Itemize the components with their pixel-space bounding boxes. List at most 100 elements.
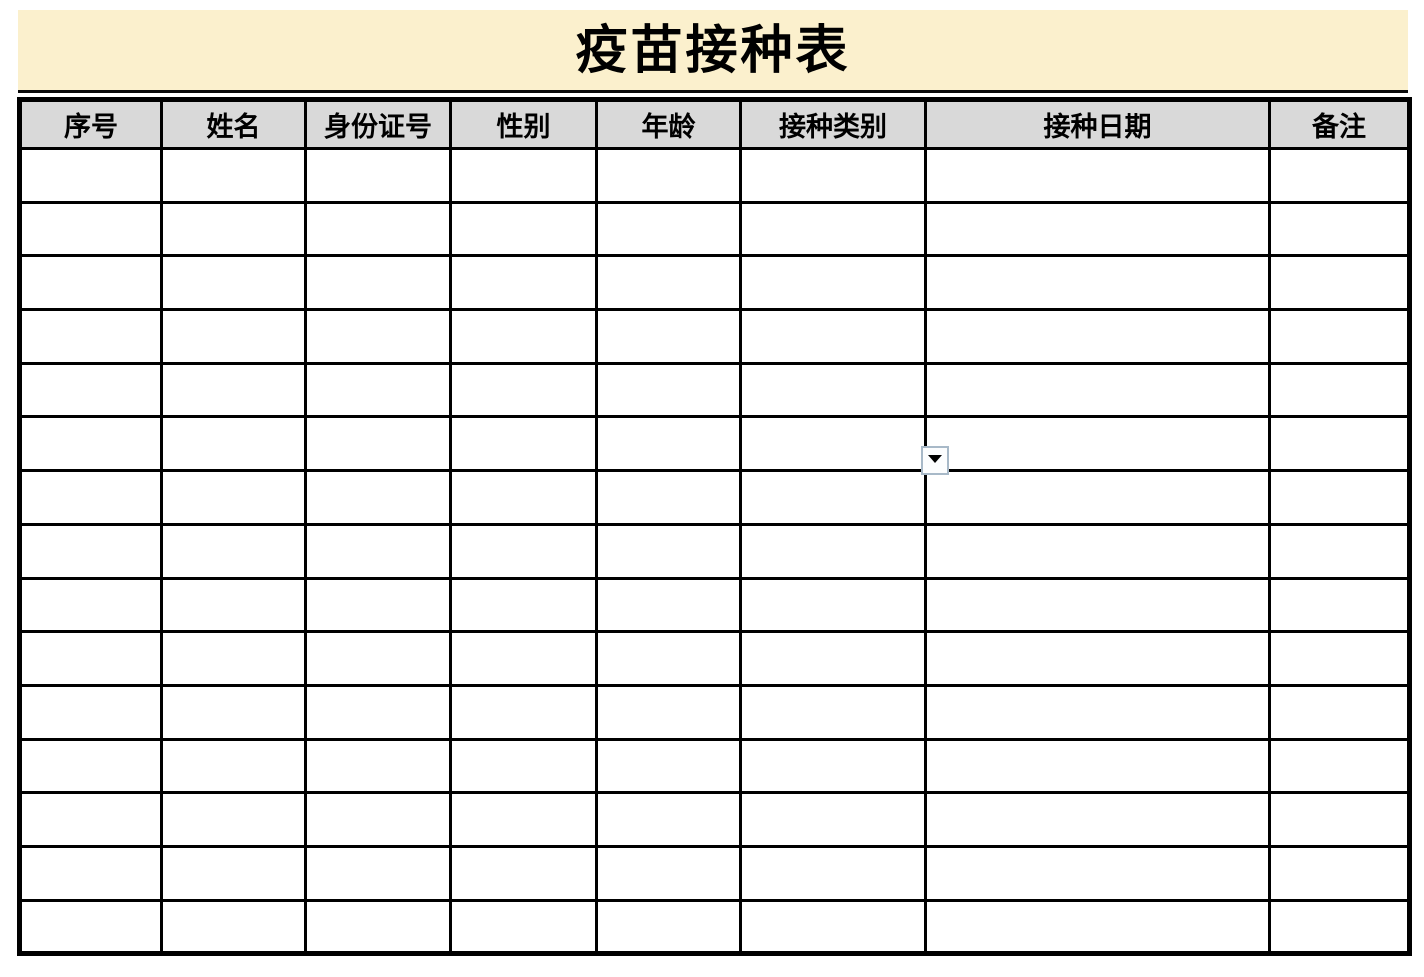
cell-index[interactable] — [18, 415, 163, 473]
cell-id-number[interactable] — [304, 522, 452, 580]
cell-remarks[interactable] — [1268, 791, 1411, 848]
cell-age[interactable] — [595, 791, 742, 848]
cell-vaccination-date[interactable] — [924, 308, 1271, 365]
cell-id-number[interactable] — [304, 361, 452, 419]
cell-remarks[interactable] — [1268, 415, 1411, 473]
column-header-vaccination-category[interactable]: 接种类别 — [739, 98, 927, 150]
cell-gender[interactable] — [449, 147, 598, 204]
cell-name[interactable] — [160, 200, 307, 258]
cell-gender[interactable] — [449, 361, 598, 419]
cell-age[interactable] — [595, 415, 742, 473]
cell-remarks[interactable] — [1268, 630, 1411, 687]
cell-id-number[interactable] — [304, 254, 452, 312]
cell-index[interactable] — [18, 147, 163, 204]
cell-index[interactable] — [18, 576, 163, 634]
cell-vaccination-category[interactable] — [739, 683, 927, 741]
cell-index[interactable] — [18, 361, 163, 419]
cell-vaccination-date[interactable] — [924, 576, 1271, 634]
cell-id-number[interactable] — [304, 469, 452, 526]
cell-remarks[interactable] — [1268, 737, 1411, 795]
cell-age[interactable] — [595, 522, 742, 580]
cell-index[interactable] — [18, 737, 163, 795]
cell-id-number[interactable] — [304, 791, 452, 848]
cell-name[interactable] — [160, 844, 307, 902]
cell-index[interactable] — [18, 630, 163, 687]
cell-gender[interactable] — [449, 898, 598, 956]
cell-id-number[interactable] — [304, 683, 452, 741]
cell-index[interactable] — [18, 469, 163, 526]
column-header-vaccination-date[interactable]: 接种日期 — [924, 98, 1271, 150]
cell-index[interactable] — [18, 844, 163, 902]
cell-vaccination-date[interactable] — [924, 200, 1271, 258]
cell-age[interactable] — [595, 683, 742, 741]
cell-remarks[interactable] — [1268, 361, 1411, 419]
column-header-gender[interactable]: 性别 — [449, 98, 598, 150]
cell-age[interactable] — [595, 308, 742, 365]
cell-remarks[interactable] — [1268, 308, 1411, 365]
cell-index[interactable] — [18, 200, 163, 258]
column-header-id-number[interactable]: 身份证号 — [304, 98, 452, 150]
cell-remarks[interactable] — [1268, 844, 1411, 902]
cell-vaccination-date[interactable] — [924, 415, 1271, 473]
cell-gender[interactable] — [449, 415, 598, 473]
cell-vaccination-category[interactable] — [739, 361, 927, 419]
cell-vaccination-date[interactable] — [924, 254, 1271, 312]
cell-vaccination-date[interactable] — [924, 737, 1271, 795]
cell-name[interactable] — [160, 415, 307, 473]
cell-index[interactable] — [18, 791, 163, 848]
cell-gender[interactable] — [449, 737, 598, 795]
cell-remarks[interactable] — [1268, 898, 1411, 956]
cell-remarks[interactable] — [1268, 147, 1411, 204]
cell-vaccination-date[interactable] — [924, 630, 1271, 687]
cell-gender[interactable] — [449, 522, 598, 580]
cell-id-number[interactable] — [304, 630, 452, 687]
cell-vaccination-category[interactable] — [739, 200, 927, 258]
cell-remarks[interactable] — [1268, 200, 1411, 258]
cell-vaccination-category[interactable] — [739, 254, 927, 312]
cell-vaccination-date[interactable] — [924, 147, 1271, 204]
cell-id-number[interactable] — [304, 415, 452, 473]
cell-age[interactable] — [595, 630, 742, 687]
cell-age[interactable] — [595, 844, 742, 902]
cell-vaccination-category[interactable] — [739, 415, 927, 473]
cell-vaccination-category[interactable] — [739, 898, 927, 956]
cell-age[interactable] — [595, 898, 742, 956]
cell-gender[interactable] — [449, 576, 598, 634]
cell-name[interactable] — [160, 576, 307, 634]
column-header-index[interactable]: 序号 — [18, 98, 163, 150]
cell-name[interactable] — [160, 308, 307, 365]
cell-name[interactable] — [160, 522, 307, 580]
cell-name[interactable] — [160, 898, 307, 956]
cell-vaccination-category[interactable] — [739, 308, 927, 365]
cell-age[interactable] — [595, 200, 742, 258]
cell-age[interactable] — [595, 576, 742, 634]
cell-vaccination-date[interactable] — [924, 791, 1271, 848]
cell-id-number[interactable] — [304, 147, 452, 204]
cell-name[interactable] — [160, 361, 307, 419]
cell-gender[interactable] — [449, 254, 598, 312]
cell-index[interactable] — [18, 683, 163, 741]
cell-index[interactable] — [18, 254, 163, 312]
cell-index[interactable] — [18, 898, 163, 956]
cell-vaccination-date[interactable] — [924, 522, 1271, 580]
cell-id-number[interactable] — [304, 737, 452, 795]
cell-age[interactable] — [595, 254, 742, 312]
cell-vaccination-date[interactable] — [924, 844, 1271, 902]
cell-remarks[interactable] — [1268, 522, 1411, 580]
column-header-age[interactable]: 年龄 — [595, 98, 742, 150]
cell-id-number[interactable] — [304, 308, 452, 365]
cell-gender[interactable] — [449, 844, 598, 902]
cell-age[interactable] — [595, 737, 742, 795]
cell-gender[interactable] — [449, 791, 598, 848]
cell-name[interactable] — [160, 469, 307, 526]
cell-vaccination-category[interactable] — [739, 737, 927, 795]
cell-index[interactable] — [18, 308, 163, 365]
cell-age[interactable] — [595, 361, 742, 419]
cell-vaccination-date[interactable] — [924, 898, 1271, 956]
cell-remarks[interactable] — [1268, 469, 1411, 526]
cell-name[interactable] — [160, 147, 307, 204]
cell-id-number[interactable] — [304, 844, 452, 902]
cell-gender[interactable] — [449, 683, 598, 741]
cell-name[interactable] — [160, 254, 307, 312]
cell-gender[interactable] — [449, 469, 598, 526]
